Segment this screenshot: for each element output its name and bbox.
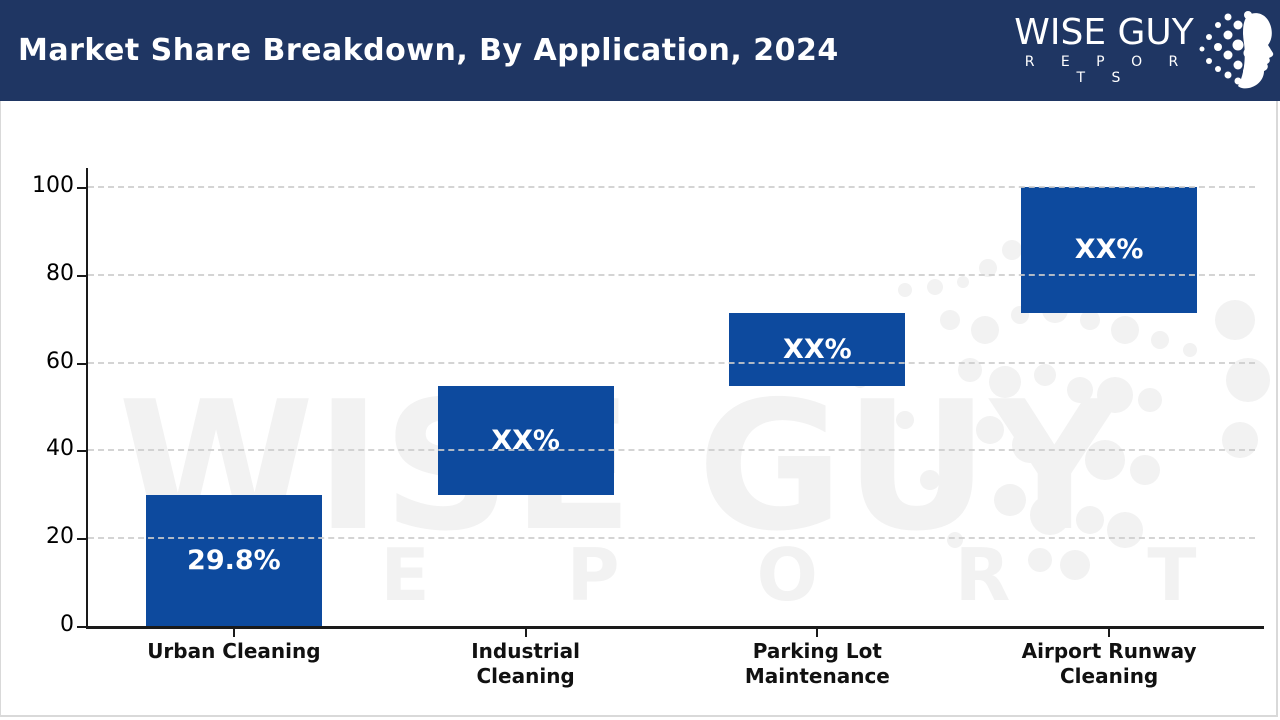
watermark-dot bbox=[979, 259, 997, 277]
y-axis-line bbox=[86, 168, 88, 628]
watermark-dot bbox=[1215, 300, 1255, 340]
watermark-dot bbox=[989, 366, 1021, 398]
x-axis-line bbox=[86, 626, 1264, 629]
x-tick-label: Parking Lot Maintenance bbox=[744, 639, 890, 688]
watermark-dot bbox=[1183, 343, 1197, 357]
y-tick-label: 60 bbox=[46, 348, 74, 374]
x-tick-mark bbox=[524, 629, 527, 637]
y-tick-mark bbox=[77, 538, 86, 541]
x-tick-label: Industrial Cleaning bbox=[471, 639, 581, 688]
watermark-dot bbox=[994, 484, 1026, 516]
x-tick-mark bbox=[1108, 629, 1111, 637]
watermark-dot bbox=[957, 276, 969, 288]
gridline bbox=[88, 449, 1255, 452]
bar-value-label: XX% bbox=[783, 333, 852, 365]
x-tick-mark bbox=[232, 629, 235, 637]
watermark-dot bbox=[1076, 506, 1104, 534]
bar-value-label: XX% bbox=[1074, 234, 1144, 266]
watermark-dot bbox=[1151, 331, 1169, 349]
y-tick-label: 20 bbox=[46, 524, 74, 550]
watermark-dot bbox=[1080, 310, 1100, 330]
x-tick-label: Airport Runway Cleaning bbox=[1021, 639, 1197, 688]
gridline bbox=[88, 186, 1255, 188]
logo-wiseguy-label: WISE GUY bbox=[1014, 12, 1194, 53]
x-tick-mark bbox=[816, 629, 819, 637]
bar-segment bbox=[145, 495, 322, 626]
watermark-dot bbox=[976, 416, 1004, 444]
watermark-dot bbox=[898, 283, 912, 297]
watermark-dot bbox=[1067, 377, 1093, 403]
wise-guy-reports-logo: WISE GUY R E P O R T S bbox=[1006, 4, 1274, 96]
y-tick-mark bbox=[77, 274, 86, 277]
bar-segment bbox=[1021, 187, 1198, 313]
watermark-dot bbox=[1002, 240, 1022, 260]
watermark-dot bbox=[1012, 427, 1048, 463]
watermark-dot bbox=[971, 316, 999, 344]
y-tick-mark bbox=[77, 450, 86, 453]
watermark-dot bbox=[940, 310, 960, 330]
watermark-dot bbox=[1130, 455, 1160, 485]
watermark-dot bbox=[1097, 377, 1133, 413]
gridline bbox=[88, 361, 1255, 364]
watermark-dot bbox=[1111, 316, 1139, 344]
page-title: Market Share Breakdown, By Application, … bbox=[18, 33, 839, 68]
x-tick-label: Urban Cleaning bbox=[147, 639, 321, 663]
watermark-dot bbox=[1107, 512, 1143, 548]
watermark-dot bbox=[896, 411, 914, 429]
gridline bbox=[88, 273, 1255, 276]
logo-text: WISE GUY R E P O R T S bbox=[1006, 12, 1202, 87]
y-tick-label: 0 bbox=[60, 612, 74, 637]
bar-value-label: 29.8% bbox=[187, 545, 281, 577]
y-tick-mark bbox=[77, 362, 86, 365]
watermark-dot bbox=[1138, 388, 1162, 412]
gridline bbox=[88, 537, 1255, 540]
y-tick-mark bbox=[77, 187, 86, 189]
watermark-dot bbox=[1060, 550, 1090, 580]
watermark-dot bbox=[927, 279, 943, 295]
y-tick-label: 40 bbox=[46, 436, 74, 462]
watermark-dot bbox=[947, 532, 963, 548]
y-tick-label: 100 bbox=[32, 173, 74, 198]
logo-reports-label: R E P O R T S bbox=[1024, 54, 1190, 86]
y-tick-mark bbox=[77, 626, 86, 628]
watermark-dot bbox=[1222, 422, 1258, 458]
bar-segment bbox=[437, 385, 614, 496]
watermark-reports-text: R E P O R T S bbox=[188, 533, 1280, 617]
watermark-dot bbox=[1226, 358, 1270, 402]
watermark-dot bbox=[1030, 495, 1070, 535]
bar-value-label: XX% bbox=[491, 425, 560, 456]
header-bar: Market Share Breakdown, By Application, … bbox=[0, 0, 1280, 101]
logo-head-icon bbox=[1196, 7, 1274, 93]
watermark-dot bbox=[1034, 364, 1056, 386]
watermark-dot bbox=[920, 470, 940, 490]
bar-segment bbox=[729, 312, 906, 386]
watermark-dot bbox=[1028, 548, 1052, 572]
watermark-dot bbox=[1085, 440, 1125, 480]
y-tick-label: 80 bbox=[46, 260, 74, 286]
